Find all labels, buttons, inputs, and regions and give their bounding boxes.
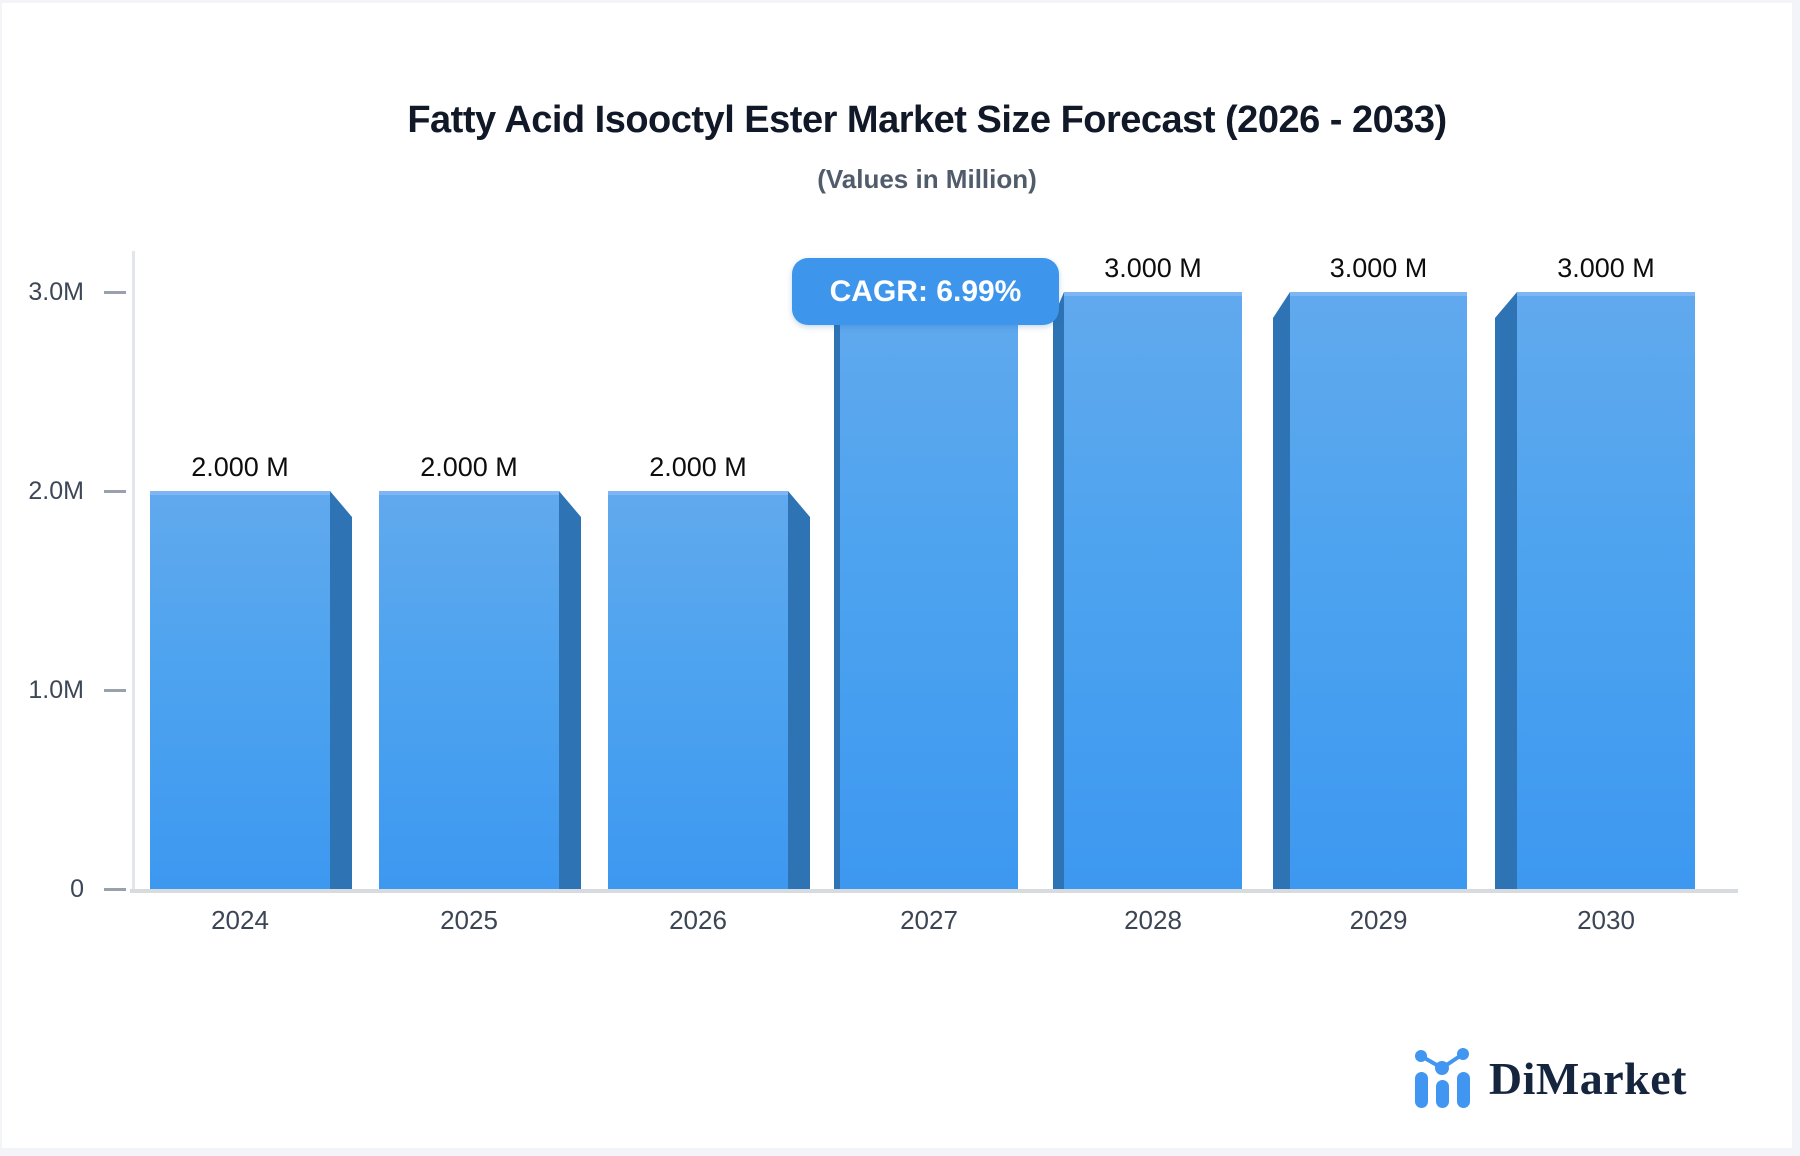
y-axis-line — [132, 251, 135, 892]
y-tick-dash — [104, 291, 126, 294]
x-tick-label-2027: 2027 — [900, 905, 958, 935]
bar-value-label-2024: 2.000 M — [191, 452, 289, 482]
x-tick-label-2024: 2024 — [211, 905, 269, 935]
bar-value-label-2028: 3.000 M — [1104, 253, 1202, 283]
bar-2025[interactable] — [379, 491, 559, 889]
bar-2027[interactable] — [840, 292, 1018, 889]
brand-name: DiMarket — [1488, 1052, 1687, 1104]
x-tick-label-2029: 2029 — [1349, 905, 1408, 935]
bar-value-label-2029: 3.000 M — [1329, 253, 1428, 283]
y-tick-dash — [104, 689, 126, 692]
bar-2026[interactable] — [608, 491, 788, 889]
bar-2029[interactable] — [1290, 292, 1467, 889]
y-tick-label: 0 — [70, 875, 84, 903]
chart-subtitle: (Values in Million) — [817, 164, 1037, 194]
chart-header: Fatty Acid Isooctyl Ester Market Size Fo… — [62, 99, 1792, 195]
bar-side-2028 — [1053, 292, 1064, 889]
bar-2024[interactable] — [150, 491, 330, 889]
y-tick-label: 1.0M — [28, 676, 84, 704]
mini-bar-chart-icon — [1414, 1048, 1470, 1108]
x-tick-label-2028: 2028 — [1124, 905, 1182, 935]
chart-title: Fatty Acid Isooctyl Ester Market Size Fo… — [407, 99, 1447, 141]
y-tick-label: 2.0M — [28, 477, 84, 505]
bar-side-2027 — [834, 292, 840, 889]
bar-side-2025 — [559, 491, 581, 889]
y-tick-dash — [104, 490, 126, 493]
chart-card: Fatty Acid Isooctyl Ester Market Size Fo… — [2, 3, 1792, 1148]
cagr-badge: CAGR: 6.99% — [792, 258, 1059, 325]
x-tick-label-2025: 2025 — [440, 905, 498, 935]
bar-value-label-2030: 3.000 M — [1557, 253, 1655, 283]
brand-logo: DiMarket — [1411, 1043, 1687, 1113]
bar-side-2030 — [1495, 292, 1517, 889]
bar-value-label-2026: 2.000 M — [649, 452, 747, 482]
bar-2028[interactable] — [1064, 292, 1242, 889]
x-tick-label-2030: 2030 — [1577, 905, 1635, 935]
bar-side-2026 — [788, 491, 810, 889]
y-tick-label: 3.0M — [28, 278, 84, 306]
y-tick-dash — [104, 888, 126, 891]
bar-value-label-2025: 2.000 M — [420, 452, 518, 482]
x-tick-label-2026: 2026 — [669, 905, 727, 935]
bar-2030[interactable] — [1517, 292, 1695, 889]
bar-side-2024 — [330, 491, 352, 889]
bar-side-2029 — [1273, 292, 1290, 889]
x-axis-line — [130, 889, 1738, 893]
